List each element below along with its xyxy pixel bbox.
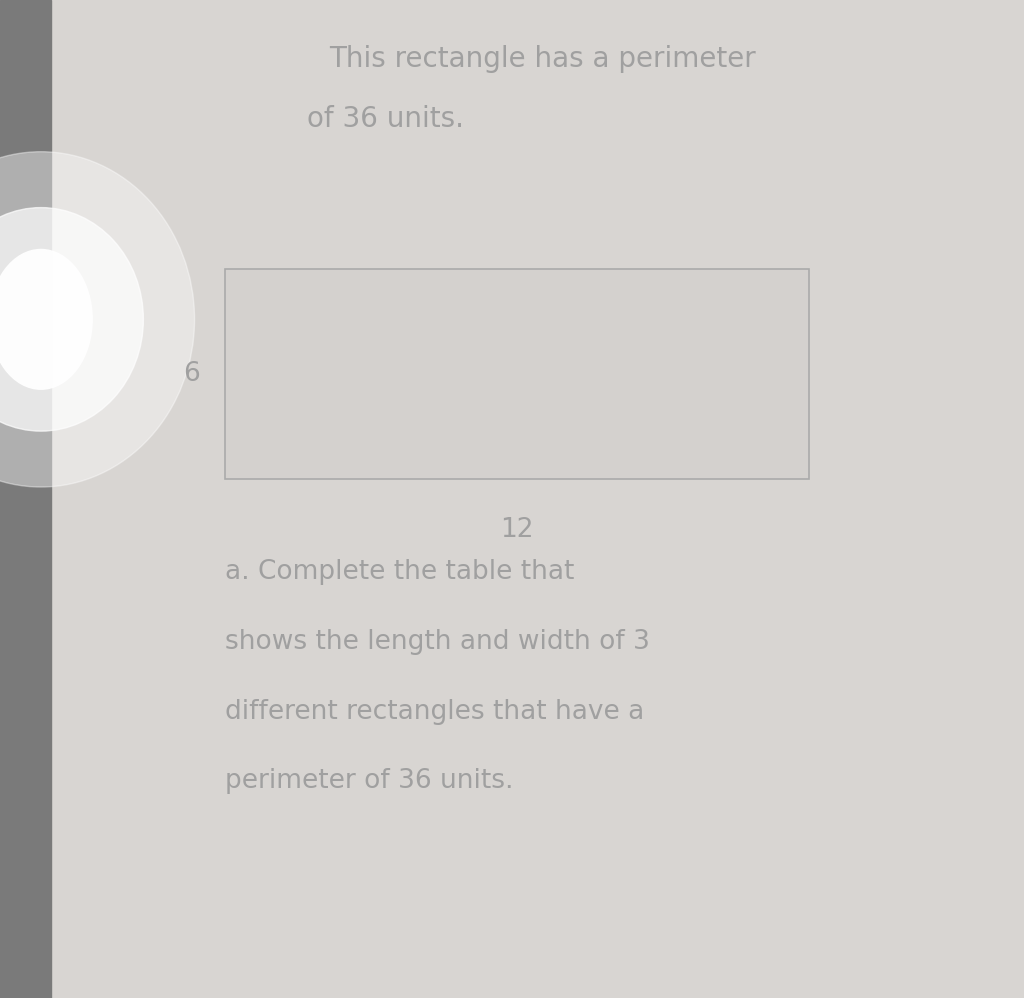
Ellipse shape [0,250,92,389]
Ellipse shape [0,208,143,431]
Bar [0,0,51,998]
Text: This rectangle has a perimeter: This rectangle has a perimeter [330,45,756,73]
Bar [225,269,809,479]
Text: of 36 units.: of 36 units. [307,105,464,133]
Text: shows the length and width of 3: shows the length and width of 3 [225,629,650,655]
Ellipse shape [0,152,195,487]
Text: different rectangles that have a: different rectangles that have a [225,699,644,725]
Text: 6: 6 [183,361,200,387]
Text: 12: 12 [501,517,534,543]
Text: a. Complete the table that: a. Complete the table that [225,559,574,585]
Text: perimeter of 36 units.: perimeter of 36 units. [225,768,514,794]
